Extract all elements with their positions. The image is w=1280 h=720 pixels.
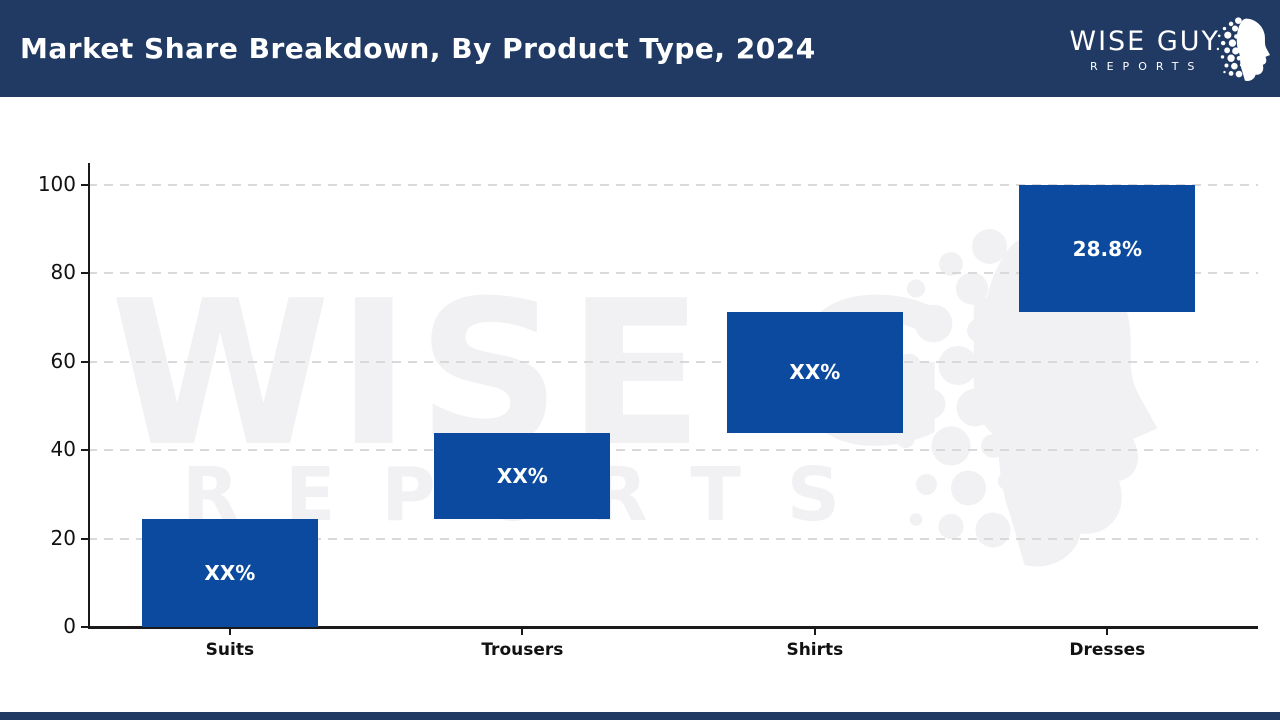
bar-value-label: XX% (204, 561, 256, 586)
logo-wordmark: WISE GUY (1069, 25, 1220, 57)
x-axis-category-label: Dresses (1069, 640, 1146, 660)
x-axis-tick (1106, 629, 1109, 635)
y-axis-tick-label: 40 (50, 437, 76, 462)
bar-suits: XX% (141, 519, 318, 627)
header-bar: Market Share Breakdown, By Product Type,… (0, 0, 1280, 97)
gridline (88, 537, 1258, 540)
bar-value-label: XX% (496, 463, 548, 488)
y-axis-tick (81, 537, 88, 540)
bar-trousers: XX% (434, 432, 611, 520)
footer-bar (0, 712, 1280, 720)
x-axis-category-label: Shirts (786, 640, 844, 660)
y-axis-tick (81, 184, 88, 187)
y-axis-tick-label: 80 (50, 260, 76, 285)
wiseguy-face-icon (1216, 17, 1271, 81)
bar-value-label: 28.8% (1072, 236, 1143, 261)
y-axis-tick-label: 100 (37, 172, 76, 197)
page-title: Market Share Breakdown, By Product Type,… (20, 32, 816, 65)
x-axis-tick (228, 629, 231, 635)
bar-shirts: XX% (726, 312, 903, 433)
x-axis-category-label: Suits (205, 640, 255, 660)
x-axis-tick (521, 629, 524, 635)
x-axis-tick (813, 629, 816, 635)
y-axis-tick-label: 20 (50, 525, 76, 550)
bar-value-label: XX% (789, 360, 841, 385)
bar-dresses: 28.8% (1019, 185, 1196, 313)
gridline (88, 360, 1258, 363)
y-axis-tick (81, 449, 88, 452)
x-axis (88, 626, 1258, 629)
wiseguy-face-watermark-icon (874, 229, 1158, 567)
gridline (88, 272, 1258, 275)
gridline (88, 184, 1258, 187)
logo-text: WISE GUY REPORTS (1069, 26, 1220, 73)
wiseguy-reports-logo: WISE GUY REPORTS (1069, 6, 1272, 92)
y-axis-tick (81, 360, 88, 363)
y-axis (88, 163, 90, 627)
y-axis-tick-label: 0 (63, 614, 76, 638)
logo-reports-text: REPORTS (1089, 59, 1204, 73)
y-axis-tick (81, 626, 88, 628)
gridline (88, 449, 1258, 452)
y-axis-tick (81, 272, 88, 275)
y-axis-tick-label: 60 (50, 348, 76, 373)
x-axis-category-label: Trousers (481, 640, 564, 660)
